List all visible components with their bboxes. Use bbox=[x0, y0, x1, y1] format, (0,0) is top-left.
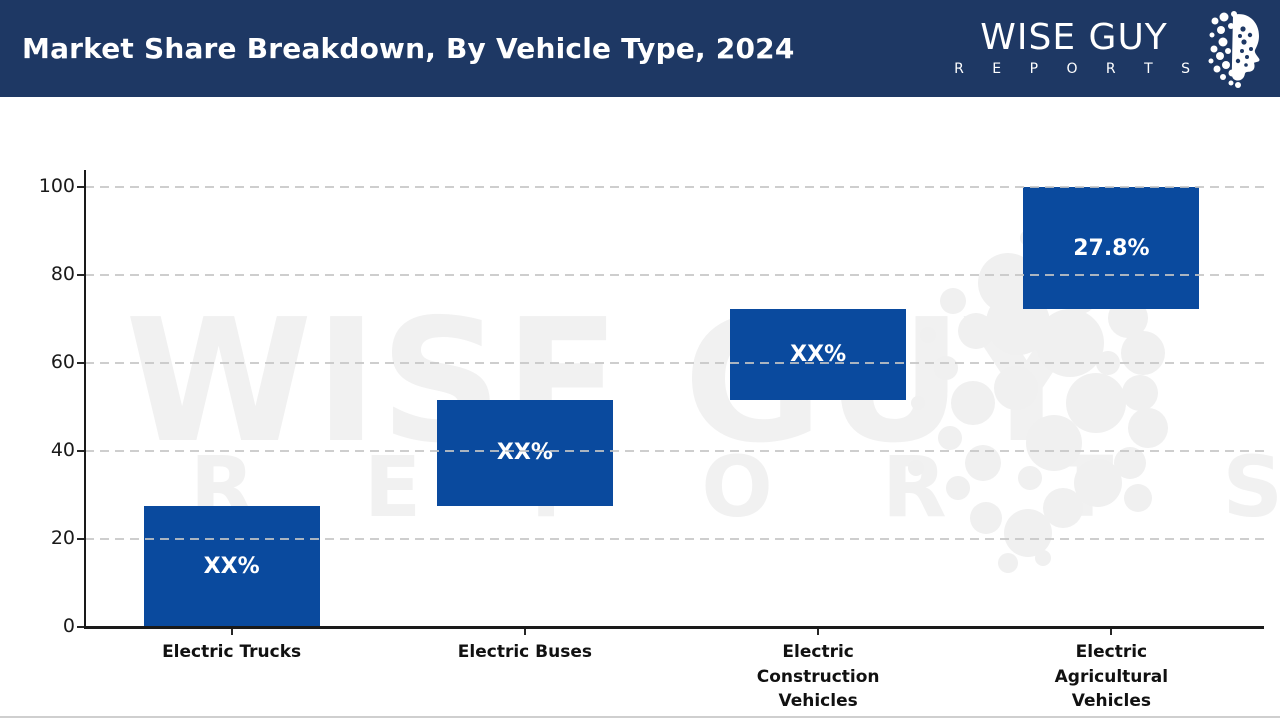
page-title: Market Share Breakdown, By Vehicle Type,… bbox=[22, 32, 795, 65]
logo-text: WISE GUY R E P O R T S bbox=[946, 17, 1202, 78]
wiseguy-logo: WISE GUY R E P O R T S bbox=[946, 9, 1264, 89]
bar-value-label: XX% bbox=[496, 440, 553, 466]
header-bar: Market Share Breakdown, By Vehicle Type,… bbox=[0, 0, 1280, 97]
y-axis-tick bbox=[77, 186, 85, 188]
bar-value-label: XX% bbox=[203, 554, 260, 579]
x-category-label: Electric Trucks bbox=[162, 642, 302, 662]
x-axis-tick bbox=[817, 627, 820, 635]
bar-value-label: 27.8% bbox=[1073, 235, 1150, 261]
y-axis-tick bbox=[77, 450, 85, 452]
gridline-60 bbox=[85, 362, 1264, 364]
logo-wordmark: WISE GUY bbox=[980, 17, 1168, 58]
y-tick-label: 20 bbox=[50, 527, 75, 549]
wiseguy-face-icon bbox=[1208, 10, 1260, 88]
watermark-face-icon bbox=[908, 229, 1168, 573]
bar-electric-construction-vehicles: XX% bbox=[730, 309, 907, 400]
x-category-label: Electric Construction Vehicles bbox=[756, 642, 880, 712]
y-axis-tick bbox=[77, 274, 85, 276]
bar-electric-trucks: XX% bbox=[143, 506, 320, 627]
bar-electric-agricultural-vehicles: 27.8% bbox=[1023, 187, 1200, 310]
gridline-40 bbox=[85, 450, 1264, 452]
y-axis-tick bbox=[77, 362, 85, 364]
y-tick-label: 80 bbox=[50, 263, 75, 285]
y-tick-label: 60 bbox=[50, 351, 75, 373]
y-axis-tick bbox=[77, 538, 85, 540]
x-category-label: Electric Buses bbox=[457, 642, 592, 662]
y-axis-line bbox=[84, 170, 86, 629]
y-axis-tick bbox=[77, 626, 85, 628]
y-tick-label: 40 bbox=[50, 439, 75, 461]
logo-subtitle: R E P O R T S bbox=[954, 61, 1202, 77]
y-tick-label: 0 bbox=[62, 615, 75, 637]
bottom-divider bbox=[0, 716, 1280, 718]
gridline-80 bbox=[85, 274, 1264, 276]
x-axis-tick bbox=[230, 627, 233, 635]
bar-electric-buses: XX% bbox=[436, 399, 613, 506]
x-axis-line bbox=[84, 626, 1264, 629]
x-axis-tick bbox=[523, 627, 526, 635]
x-category-label: Electric Agricultural Vehicles bbox=[1054, 642, 1169, 712]
gridline-100 bbox=[85, 186, 1264, 188]
gridline-20 bbox=[85, 538, 1264, 540]
y-tick-label: 100 bbox=[38, 175, 75, 197]
x-axis-tick bbox=[1110, 627, 1113, 635]
